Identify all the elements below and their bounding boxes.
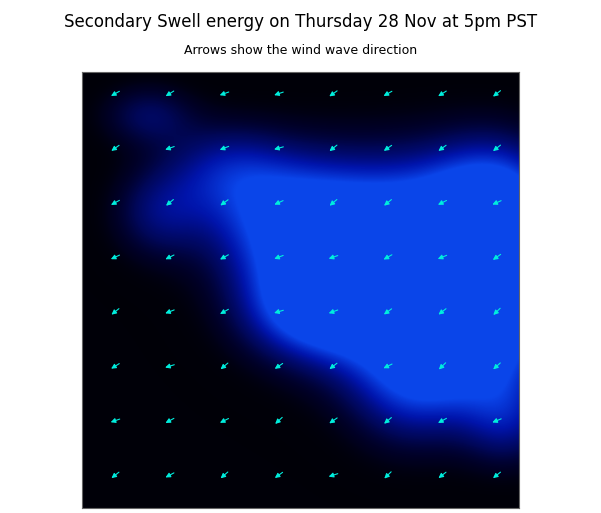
Text: Secondary Swell energy on Thursday 28 Nov at 5pm PST: Secondary Swell energy on Thursday 28 No… (64, 13, 537, 31)
Text: Arrows show the wind wave direction: Arrows show the wind wave direction (184, 44, 417, 56)
